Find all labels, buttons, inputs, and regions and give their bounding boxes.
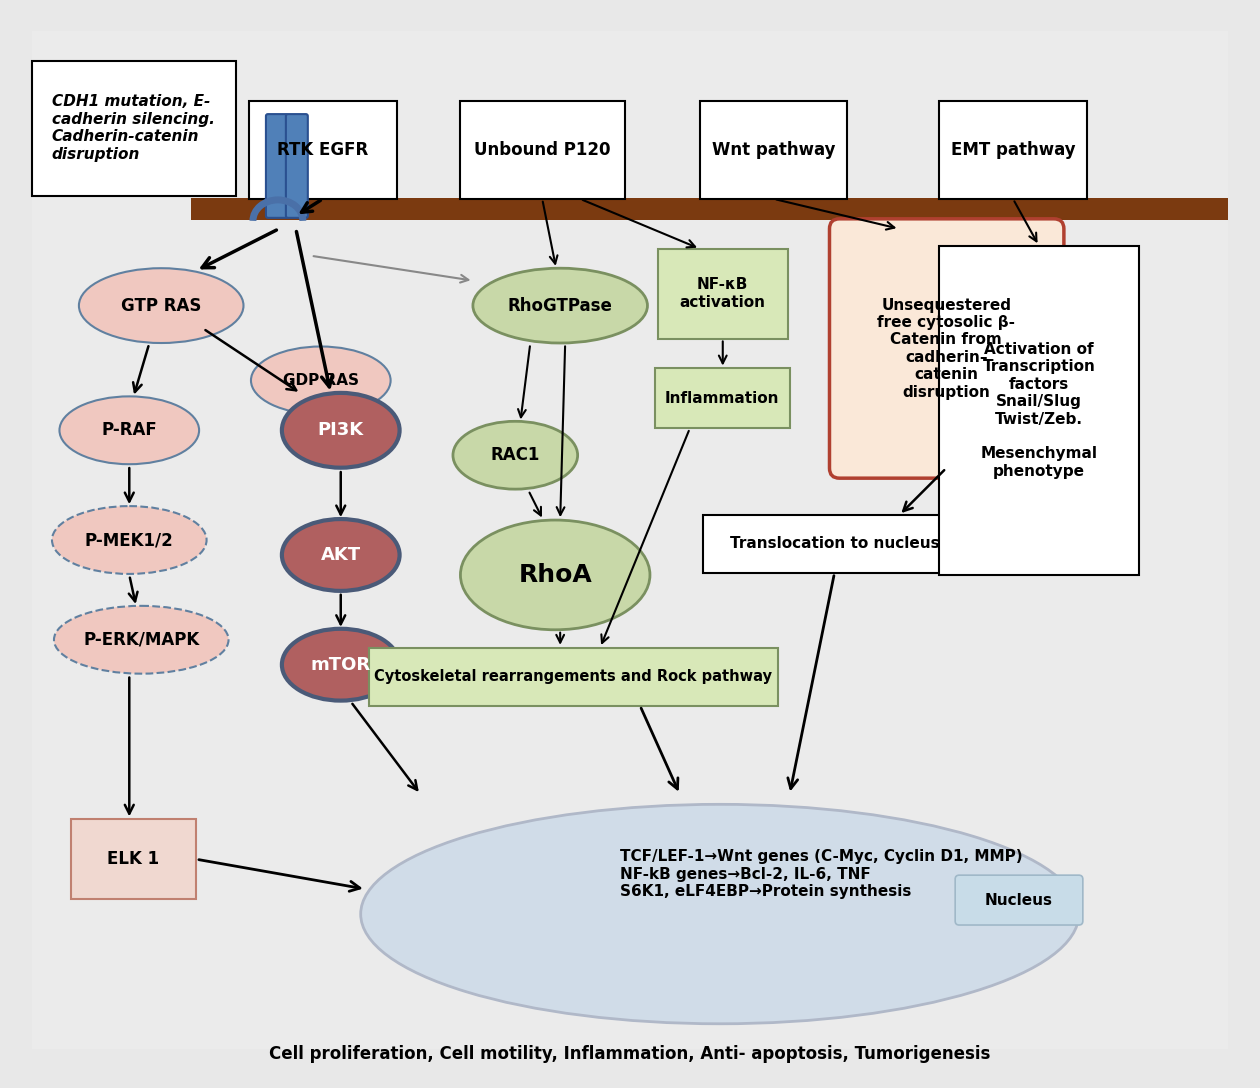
Ellipse shape xyxy=(251,346,391,415)
Bar xyxy=(703,515,968,573)
Text: Unsequestered
free cytosolic β-
Catenin from
cadherin–
catenin
disruption: Unsequestered free cytosolic β- Catenin … xyxy=(877,297,1016,399)
Bar xyxy=(369,647,777,706)
Ellipse shape xyxy=(460,520,650,630)
Text: P-ERK/MAPK: P-ERK/MAPK xyxy=(83,631,199,648)
Text: Wnt pathway: Wnt pathway xyxy=(712,141,835,159)
Text: TCF/LEF-1→Wnt genes (C-Myc, Cyclin D1, MMP)
NF-kB genes→Bcl-2, IL-6, TNF
S6K1, e: TCF/LEF-1→Wnt genes (C-Myc, Cyclin D1, M… xyxy=(620,850,1023,899)
FancyBboxPatch shape xyxy=(829,219,1063,478)
Ellipse shape xyxy=(282,393,399,468)
Bar xyxy=(658,249,788,338)
Text: Cell proliferation, Cell motility, Inflammation, Anti- apoptosis, Tumorigenesis: Cell proliferation, Cell motility, Infla… xyxy=(270,1044,990,1063)
Text: RhoA: RhoA xyxy=(518,562,592,586)
Text: Nucleus: Nucleus xyxy=(985,892,1053,907)
Bar xyxy=(32,61,236,196)
FancyBboxPatch shape xyxy=(955,875,1082,925)
Text: GTP RAS: GTP RAS xyxy=(121,297,202,314)
Text: P-MEK1/2: P-MEK1/2 xyxy=(84,531,174,549)
Bar xyxy=(72,819,197,899)
Ellipse shape xyxy=(452,421,577,490)
Text: RAC1: RAC1 xyxy=(490,446,541,465)
Text: NF-κB
activation: NF-κB activation xyxy=(679,277,766,310)
Ellipse shape xyxy=(360,804,1079,1024)
FancyBboxPatch shape xyxy=(286,114,307,218)
Text: GDP RAS: GDP RAS xyxy=(282,373,359,388)
Ellipse shape xyxy=(52,506,207,574)
Bar xyxy=(655,369,790,429)
Bar xyxy=(939,246,1139,574)
Text: Unbound P120: Unbound P120 xyxy=(474,141,611,159)
Bar xyxy=(460,101,625,199)
Bar xyxy=(192,198,1228,220)
Text: mTOR: mTOR xyxy=(311,656,370,673)
Text: PI3K: PI3K xyxy=(318,421,364,440)
Ellipse shape xyxy=(472,269,648,343)
Text: RTK EGFR: RTK EGFR xyxy=(277,141,368,159)
Text: RhoGTPase: RhoGTPase xyxy=(508,297,612,314)
Ellipse shape xyxy=(79,269,243,343)
FancyBboxPatch shape xyxy=(266,114,287,218)
Text: Activation of
Transcription
factors
Snail/Slug
Twist/Zeb.

Mesenchymal
phenotype: Activation of Transcription factors Snai… xyxy=(980,342,1097,479)
Text: Cytoskeletal rearrangements and Rock pathway: Cytoskeletal rearrangements and Rock pat… xyxy=(374,669,772,684)
Ellipse shape xyxy=(59,396,199,465)
Ellipse shape xyxy=(282,519,399,591)
Text: Inflammation: Inflammation xyxy=(664,391,779,406)
Bar xyxy=(939,101,1087,199)
Text: EMT pathway: EMT pathway xyxy=(951,141,1075,159)
Bar xyxy=(699,101,848,199)
Ellipse shape xyxy=(282,629,399,701)
Ellipse shape xyxy=(54,606,228,673)
Text: AKT: AKT xyxy=(321,546,360,564)
Text: Translocation to nucleus: Translocation to nucleus xyxy=(730,536,939,552)
Text: CDH1 mutation, E-
cadherin silencing.
Cadherin-catenin
disruption: CDH1 mutation, E- cadherin silencing. Ca… xyxy=(52,95,214,162)
Text: P-RAF: P-RAF xyxy=(101,421,158,440)
Text: ELK 1: ELK 1 xyxy=(107,850,159,868)
Bar xyxy=(249,101,397,199)
